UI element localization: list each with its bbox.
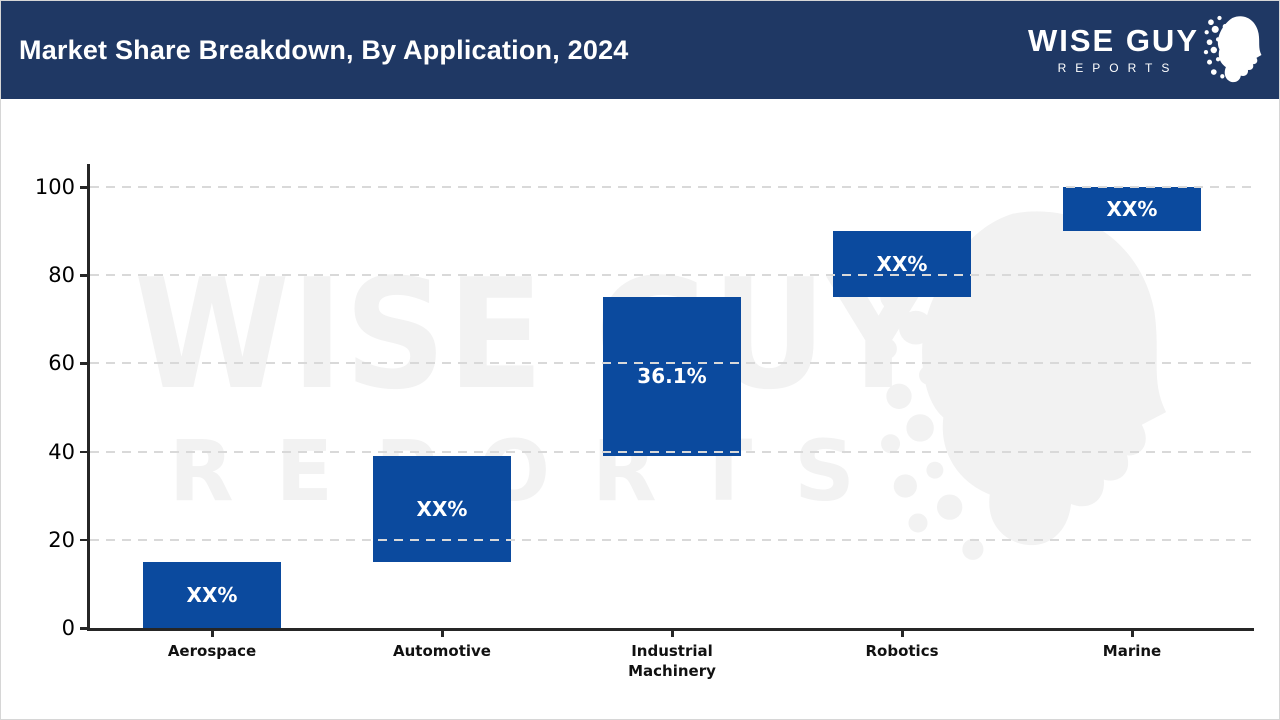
y-tick-mark-20 [80,538,88,542]
y-tick-mark-0 [80,627,88,630]
y-tick-mark-40 [80,450,88,454]
bar-value-label-aerospace: XX% [186,582,238,607]
x-tick-label-aerospace: Aerospace [167,642,257,660]
watermark-wordmark: WISE GUY [134,246,931,423]
y-tick-label-60: 60 [48,351,75,376]
x-axis-line [87,628,1254,631]
x-tick-mark-robotics [901,630,904,637]
y-tick-mark-60 [80,362,88,365]
gridline-40 [90,450,1254,453]
logo-face-icon [1203,15,1262,83]
bar-value-label-marine: XX% [1106,197,1158,222]
gridline-80 [90,274,1254,277]
logo-subtext: REPORTS [1057,61,1179,75]
y-axis-line [87,164,90,630]
y-tick-label-40: 40 [48,439,75,464]
wise-guy-logo: WISE GUY REPORTS [1028,7,1265,93]
y-tick-label-20: 20 [48,527,75,552]
bar-robotics: XX% [833,231,971,297]
bar-value-label-automotive: XX% [416,496,468,521]
y-tick-mark-100 [80,186,88,189]
chart-title: Market Share Breakdown, By Application, … [19,34,629,65]
logo-wordmark: WISE GUY [1027,23,1199,58]
bar-industrial-machinery: 36.1% [603,296,741,456]
bar-value-label-industrial-machinery: 36.1% [637,364,707,389]
x-tick-mark-industrial-machinery [671,630,674,637]
y-tick-label-80: 80 [48,263,75,288]
y-tick-label-0: 0 [61,616,75,640]
x-tick-label-automotive: Automotive [393,642,491,660]
gridline-20 [90,538,1254,541]
logo-text: WISE GUY REPORTS [1028,25,1199,75]
x-tick-mark-marine [1131,630,1134,637]
y-tick-label-100: 100 [34,175,75,199]
x-tick-label-industrial-machinery: Industrial Machinery [628,642,716,680]
bar-automotive: XX% [373,456,511,562]
gridline-100 [90,186,1254,188]
bar-marine: XX% [1063,187,1201,232]
x-tick-mark-aerospace [211,630,214,637]
gridline-60 [90,362,1254,365]
header-bar: Market Share Breakdown, By Application, … [1,1,1279,99]
y-tick-mark-80 [80,274,88,277]
bar-value-label-robotics: XX% [876,251,928,276]
x-tick-label-marine: Marine [1102,642,1162,660]
x-tick-label-robotics: Robotics [865,642,939,660]
watermark-subtext: REPORTS [169,422,897,520]
bar-aerospace: XX% [143,561,281,628]
x-tick-mark-automotive [441,630,444,637]
